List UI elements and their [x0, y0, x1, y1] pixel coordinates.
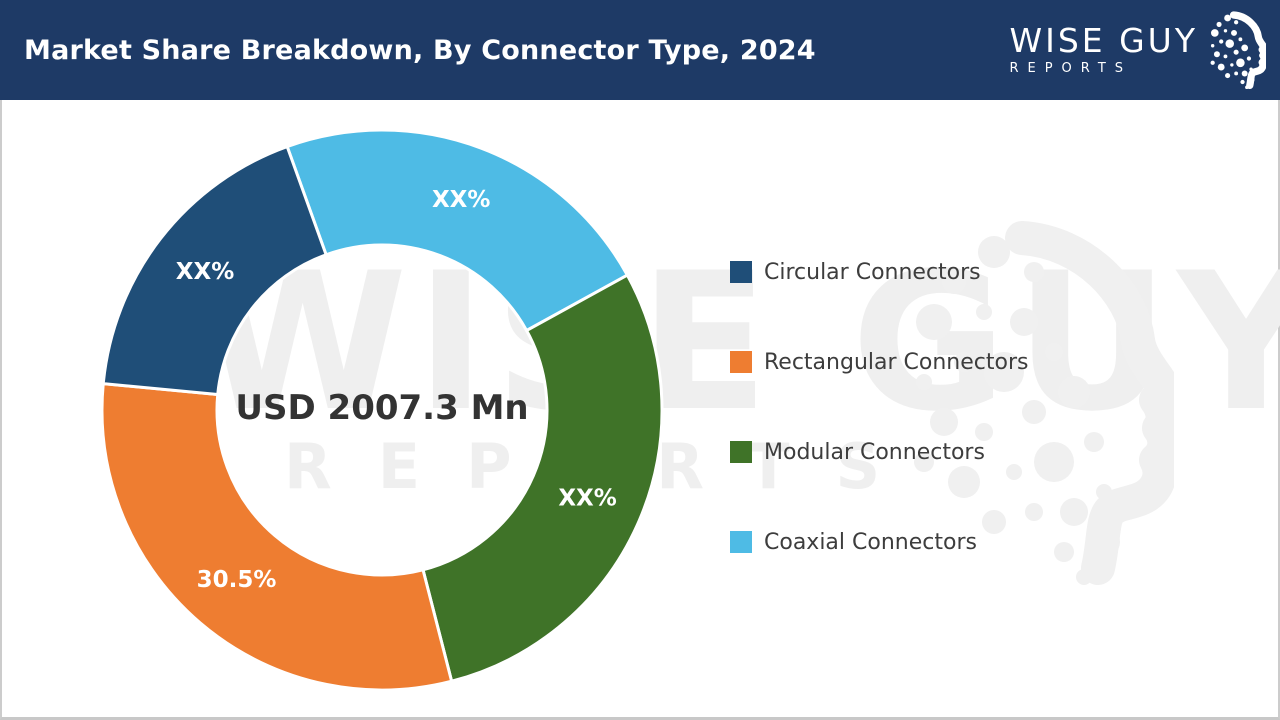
center-total-label: USD 2007.3 Mn — [235, 388, 529, 428]
donut-slice — [101, 144, 329, 397]
donut-slice — [285, 128, 630, 333]
legend-item-modular-connectors: Modular Connectors — [730, 430, 1028, 474]
header: Market Share Breakdown, By Connector Typ… — [0, 0, 1280, 100]
donut-slice — [100, 382, 454, 692]
donut-slice — [421, 273, 664, 684]
page-title: Market Share Breakdown, By Connector Typ… — [24, 34, 816, 66]
legend-swatch-rectangular — [730, 351, 752, 373]
legend-item-circular-connectors: Circular Connectors — [730, 250, 1028, 294]
legend-label: Rectangular Connectors — [764, 349, 1029, 375]
legend: Circular Connectors Rectangular Connecto… — [730, 250, 1028, 610]
slice-value-label: XX% — [176, 259, 235, 285]
slice-value-label: XX% — [432, 187, 491, 213]
wiseguy-logo: WISE GUY REPORTS — [1009, 0, 1266, 100]
logo-subtitle: REPORTS — [1009, 60, 1133, 76]
legend-swatch-circular — [730, 261, 752, 283]
logo-face-icon — [1202, 9, 1266, 91]
legend-swatch-coaxial — [730, 531, 752, 553]
legend-label: Modular Connectors — [764, 439, 985, 465]
donut-chart: XX% XX% 30.5% XX% — [100, 128, 664, 692]
slice-value-label: 30.5% — [197, 567, 277, 593]
chart-area: WISE GUY REPORTS XX%XX%30.5%XX% USD 2007… — [0, 100, 1280, 720]
legend-swatch-modular — [730, 441, 752, 463]
logo-text: WISE GUY REPORTS — [1009, 24, 1198, 76]
legend-label: Circular Connectors — [764, 259, 981, 285]
slice-value-label: XX% — [558, 486, 617, 512]
legend-item-rectangular-connectors: Rectangular Connectors — [730, 340, 1028, 384]
legend-item-coaxial-connectors: Coaxial Connectors — [730, 520, 1028, 564]
logo-wordmark: WISE GUY — [1009, 21, 1198, 61]
legend-label: Coaxial Connectors — [764, 529, 977, 555]
